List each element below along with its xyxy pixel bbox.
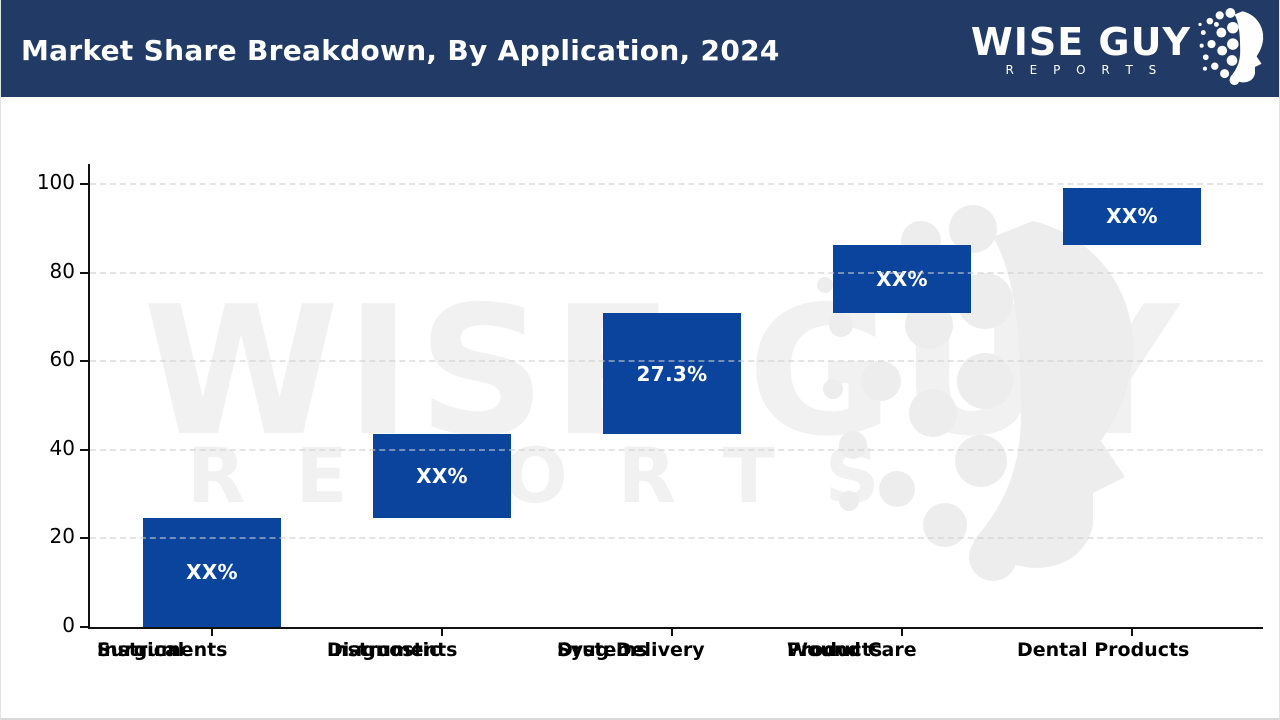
y-tick-label-80: 80: [49, 258, 75, 283]
brand-logo: WISE GUY R E P O R T S: [971, 8, 1269, 90]
x-tick-mark-diagnostic-instruments: [441, 629, 443, 636]
y-tick-mark-80: [80, 271, 88, 274]
gridline-40: [90, 448, 1263, 451]
x-category-label-line: Instruments: [97, 639, 228, 661]
x-tick-mark-surgical-instruments: [211, 629, 213, 636]
plot-area: 0 20 40 60 80 100 XX% Surgical Instruments XX% Dia…: [1, 97, 1279, 718]
y-axis-line: [88, 164, 90, 629]
x-tick-mark-wound-care-products: [901, 629, 903, 636]
x-category-label-line: Wound Care: [787, 639, 917, 661]
x-category-label-line: Products: [787, 639, 883, 661]
bar-surgical-instruments: XX%: [143, 517, 281, 627]
x-category-label-line: Instruments: [327, 639, 458, 661]
y-tick-mark-20: [80, 537, 88, 540]
x-category-label-line: Surgical: [97, 639, 185, 661]
x-category-label-line: Drug Delivery: [557, 639, 705, 661]
bar-drug-delivery-systems: 27.3%: [603, 313, 741, 435]
bar-value-label-surgical-instruments: XX%: [186, 560, 238, 585]
x-tick-mark-drug-delivery-systems: [671, 629, 673, 636]
x-category-label-line: Systems: [557, 639, 648, 661]
y-tick-mark-40: [80, 448, 88, 451]
y-tick-mark-60: [80, 360, 88, 363]
y-tick-mark-100: [80, 183, 88, 185]
gridline-80: [90, 271, 1263, 274]
gridline-60: [90, 360, 1263, 363]
gridline-100: [90, 183, 1263, 185]
bar-value-label-dental-products: XX%: [1106, 204, 1158, 229]
x-category-label-line: Dental Products: [1017, 639, 1190, 661]
gridline-20: [90, 537, 1263, 540]
bar-value-label-diagnostic-instruments: XX%: [416, 463, 468, 488]
bar-value-label-wound-care-products: XX%: [876, 267, 928, 292]
x-category-label-line: Diagnostic: [327, 639, 441, 661]
x-tick-mark-dental-products: [1131, 629, 1133, 636]
header: Market Share Breakdown, By Application, …: [1, 0, 1279, 97]
y-tick-label-0: 0: [62, 613, 75, 637]
brand-subtitle: R E P O R T S: [1005, 62, 1163, 77]
page-title: Market Share Breakdown, By Application, …: [21, 34, 780, 67]
brand-face-icon: [1198, 8, 1264, 86]
bar-wound-care-products: XX%: [833, 245, 971, 314]
bar-diagnostic-instruments: XX%: [373, 434, 511, 518]
y-tick-label-100: 100: [36, 170, 75, 194]
bar-value-label-drug-delivery-systems: 27.3%: [636, 361, 708, 386]
brand-name: WISE GUY: [970, 19, 1191, 64]
y-tick-mark-0: [80, 626, 88, 628]
bar-dental-products: XX%: [1063, 187, 1201, 246]
brand-logo-text: WISE GUY R E P O R T S: [971, 22, 1191, 77]
y-tick-label-40: 40: [49, 435, 75, 460]
y-tick-label-20: 20: [49, 524, 75, 549]
y-tick-label-60: 60: [49, 347, 75, 372]
x-axis-line: [88, 627, 1263, 629]
